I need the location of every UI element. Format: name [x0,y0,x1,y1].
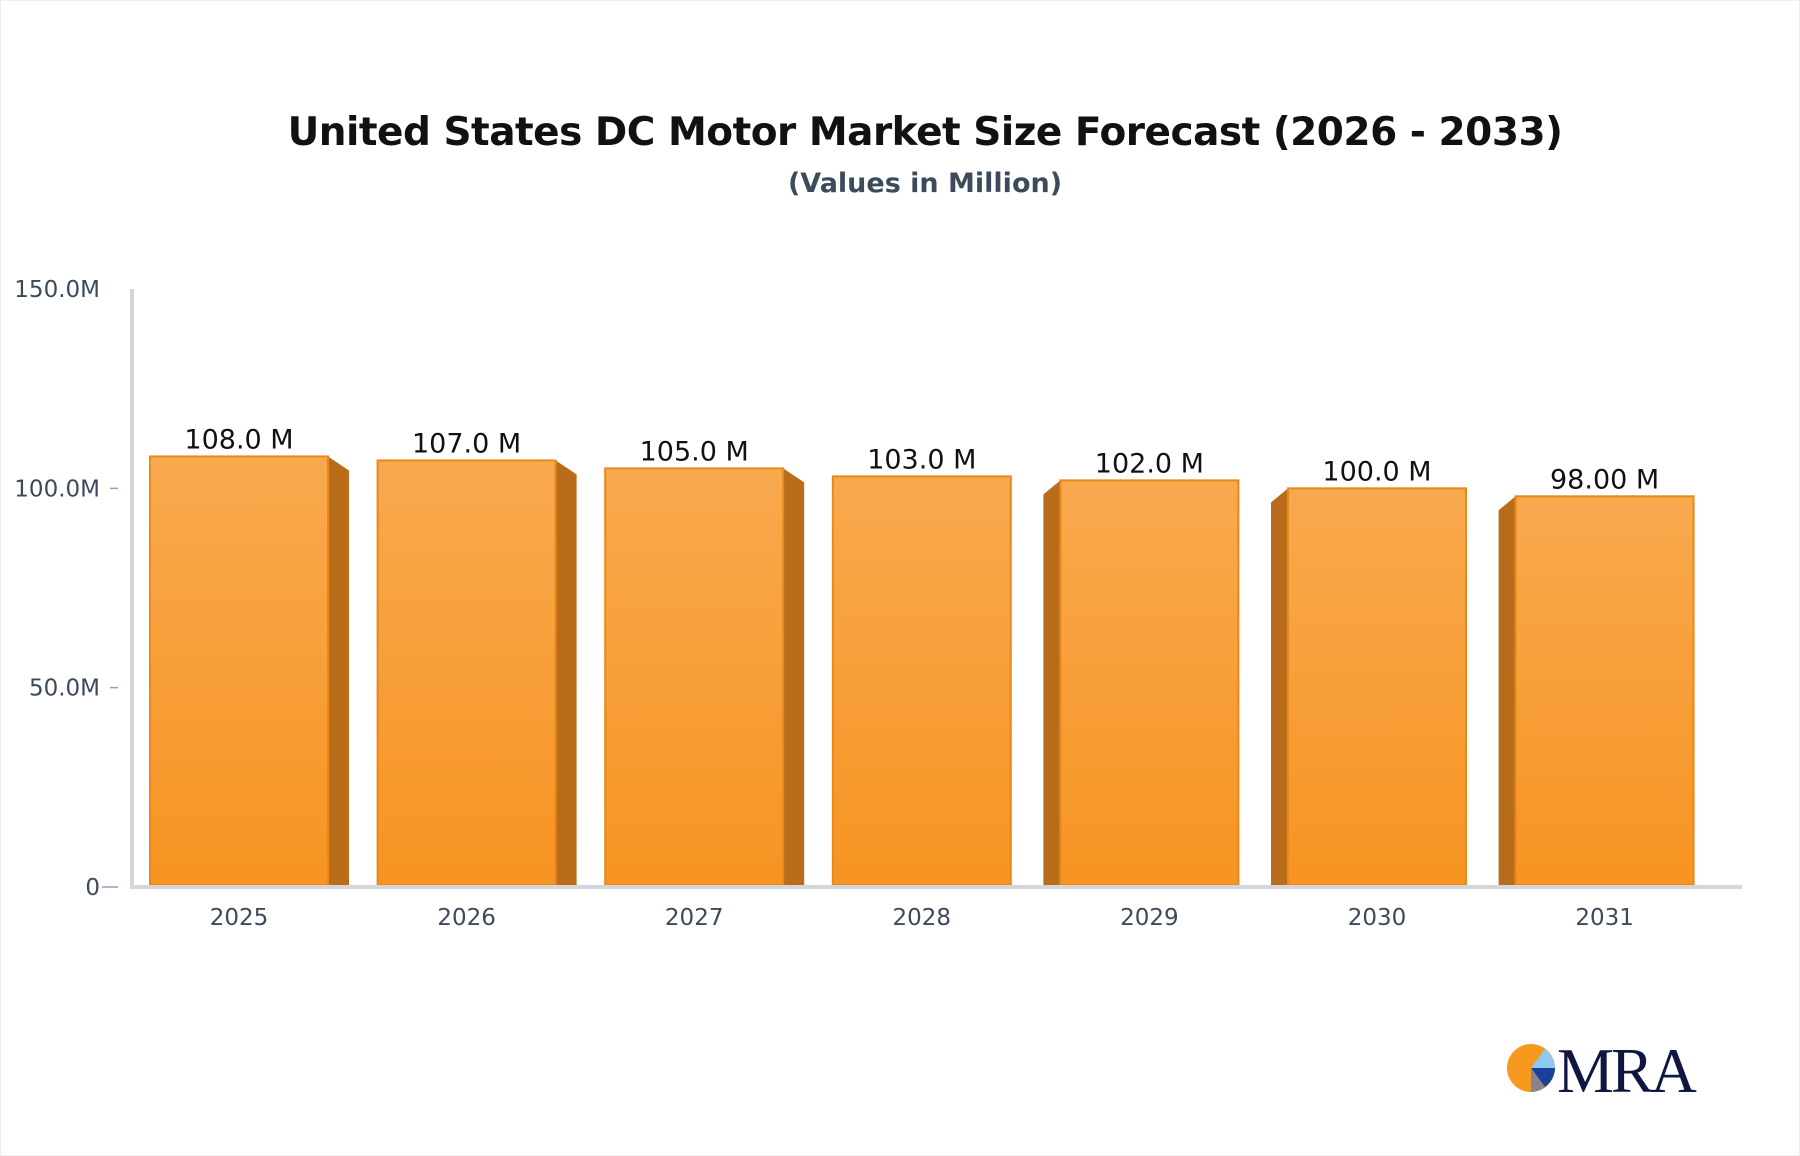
data-label: 103.0 M [867,444,976,475]
chart-subtitle: (Values in Million) [787,168,1063,199]
bar-front [1287,487,1467,886]
x-tick-label: 2025 [210,905,269,931]
bar-front [1514,495,1695,886]
bar-front [1059,479,1240,886]
bar-side-face [1271,488,1288,885]
bar-2026: 107.0 M [376,428,577,886]
x-tick-label: 2029 [1120,905,1179,931]
bar-side-face [555,460,577,885]
y-tick-label: 150.0M [14,277,100,303]
y-tick-label: 50.0M [29,676,100,702]
mra-logo: MRA [1505,1035,1697,1106]
x-tick-label: 2027 [665,905,724,931]
bar-front [604,467,785,886]
bar-side-face [783,468,805,885]
bar-side-face [1043,480,1061,885]
bar-side-face [1498,496,1516,885]
bar-2027: 105.0 M [604,436,805,886]
x-tick-label: 2028 [893,905,952,931]
bar-2031: 98.00 M [1498,464,1695,886]
pie-logo-icon [1507,1044,1555,1092]
x-tick-label: 2026 [437,905,496,931]
data-label: 105.0 M [640,436,749,467]
bar-front [149,455,329,886]
bar-front [831,475,1012,886]
data-label: 98.00 M [1550,464,1659,495]
bar-front [376,459,557,886]
data-label: 107.0 M [412,428,521,459]
data-label: 102.0 M [1095,448,1204,479]
bar-2030: 100.0 M [1271,456,1467,886]
bar-2025: 108.0 M [149,424,349,886]
x-tick-label: 2030 [1348,905,1407,931]
logo-text: MRA [1557,1035,1697,1106]
y-tick-label: 100.0M [14,476,100,502]
y-tick-label: 0 [85,875,100,901]
bar-side-face [328,456,349,885]
data-label: 100.0 M [1322,456,1431,487]
bar-2028: 103.0 M [831,444,1012,886]
chart-title: United States DC Motor Market Size Forec… [287,110,1563,155]
x-tick-label: 2031 [1575,905,1634,931]
bar-2029: 102.0 M [1043,448,1240,886]
data-label: 108.0 M [184,424,293,455]
